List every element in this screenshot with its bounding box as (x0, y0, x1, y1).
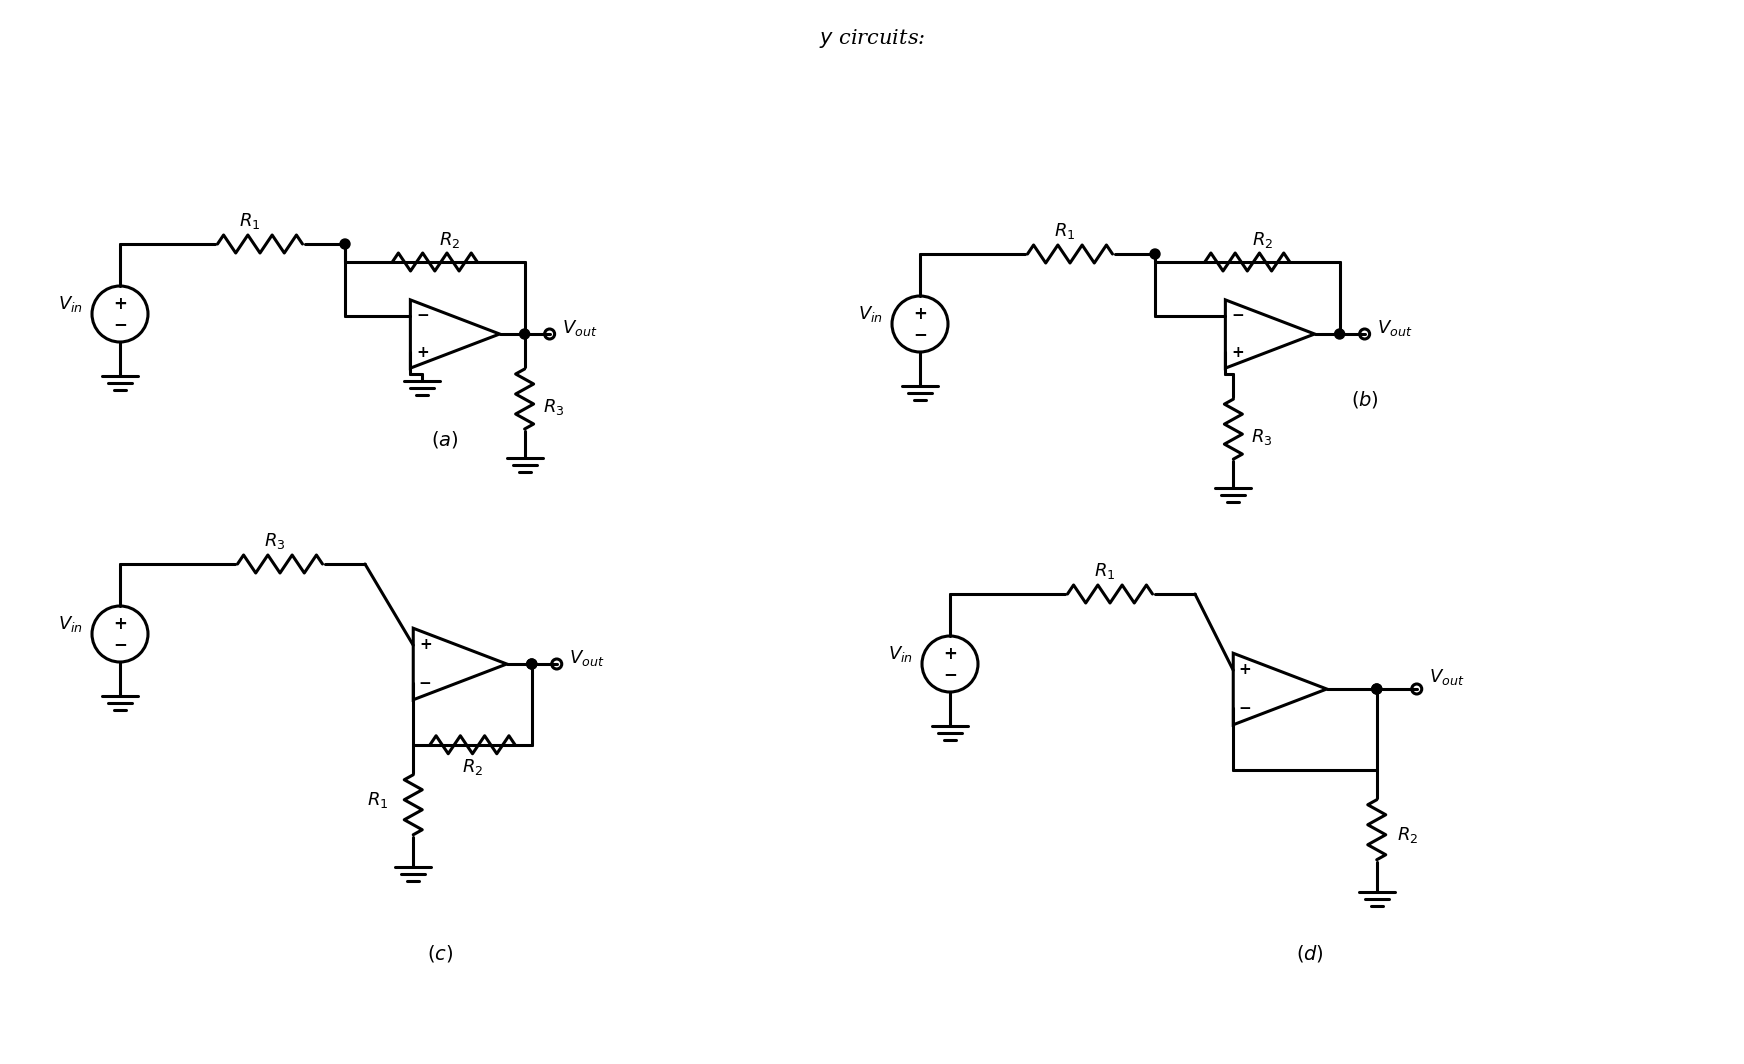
Text: $R_1$: $R_1$ (1093, 561, 1116, 581)
Text: −: − (914, 325, 928, 343)
Text: $R_2$: $R_2$ (1397, 825, 1418, 845)
Text: $R_2$: $R_2$ (439, 230, 460, 250)
Circle shape (527, 659, 537, 669)
Text: $y$ circuits:: $y$ circuits: (818, 28, 926, 50)
Circle shape (340, 239, 351, 249)
Text: $(b)$: $(b)$ (1352, 388, 1380, 410)
Text: +: + (419, 636, 431, 652)
Text: $V_{in}$: $V_{in}$ (58, 294, 82, 314)
Circle shape (1334, 329, 1345, 339)
Circle shape (1373, 684, 1381, 694)
Text: +: + (113, 615, 127, 633)
Circle shape (1373, 684, 1381, 694)
Text: +: + (1231, 345, 1243, 360)
Text: $V_{out}$: $V_{out}$ (1428, 667, 1465, 687)
Text: −: − (113, 635, 127, 653)
Text: $V_{in}$: $V_{in}$ (888, 644, 912, 664)
Text: $R_1$: $R_1$ (366, 789, 389, 810)
Text: $(c)$: $(c)$ (427, 944, 453, 964)
Text: $V_{out}$: $V_{out}$ (1376, 318, 1413, 338)
Text: +: + (113, 295, 127, 313)
Text: −: − (1231, 309, 1243, 323)
Circle shape (520, 329, 530, 339)
Text: $R_3$: $R_3$ (1252, 427, 1273, 447)
Text: $(d)$: $(d)$ (1296, 944, 1324, 964)
Text: −: − (417, 309, 429, 323)
Text: $R_1$: $R_1$ (1055, 221, 1076, 242)
Text: +: + (1238, 662, 1252, 677)
Text: −: − (419, 677, 431, 692)
Text: $R_3$: $R_3$ (542, 397, 563, 417)
Text: $V_{out}$: $V_{out}$ (569, 648, 603, 668)
Text: $R_3$: $R_3$ (265, 531, 286, 551)
Circle shape (527, 659, 537, 669)
Text: $V_{out}$: $V_{out}$ (562, 318, 596, 338)
Text: $(a)$: $(a)$ (431, 429, 459, 449)
Text: −: − (944, 665, 957, 683)
Text: $R_1$: $R_1$ (239, 211, 260, 231)
Text: −: − (1238, 701, 1252, 716)
Text: $V_{in}$: $V_{in}$ (858, 304, 882, 325)
Text: $V_{in}$: $V_{in}$ (58, 614, 82, 634)
Text: $R_2$: $R_2$ (462, 757, 483, 777)
Text: +: + (944, 645, 957, 663)
Text: $R_2$: $R_2$ (1252, 230, 1273, 250)
Text: +: + (914, 305, 928, 323)
Text: −: − (113, 315, 127, 333)
Circle shape (1149, 249, 1160, 259)
Text: +: + (417, 345, 429, 360)
